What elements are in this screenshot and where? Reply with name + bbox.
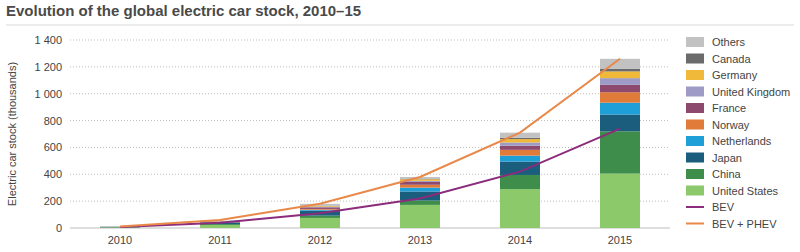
legend-label: France (712, 102, 746, 114)
legend-label: Japan (712, 152, 742, 164)
grid-line (70, 120, 670, 121)
bar-segment (600, 131, 640, 173)
bar-segment (400, 205, 440, 228)
y-tick-label: 600 (44, 141, 62, 153)
legend-label: United States (712, 185, 779, 197)
bar-segment (600, 59, 640, 69)
legend-label: China (712, 168, 742, 180)
grid-line (70, 66, 670, 67)
legend-label: BEV + PHEV (712, 218, 777, 230)
bar-segment (300, 216, 340, 218)
line (120, 129, 620, 227)
grid-line (70, 201, 670, 202)
bar-segment (400, 188, 440, 192)
line (120, 59, 620, 227)
legend-label: Canada (712, 53, 751, 65)
bar-segment (600, 103, 640, 115)
y-axis-label: Electric car stock (thousands) (6, 62, 18, 206)
grid-line (70, 40, 670, 41)
legend-label: Norway (712, 119, 750, 131)
x-tick-label: 2012 (308, 234, 332, 246)
grid-line (70, 228, 670, 229)
legend-swatch (686, 186, 704, 196)
legend-swatch (686, 120, 704, 130)
legend-label: United Kingdom (712, 86, 790, 98)
bar-segment (500, 162, 540, 175)
y-tick-label: 200 (44, 195, 62, 207)
bar-segment (200, 225, 240, 228)
y-axis-line (70, 40, 71, 228)
bar-segment (600, 85, 640, 92)
legend-swatch (686, 169, 704, 179)
title-rule (6, 25, 794, 26)
y-tick-label: 1 000 (34, 88, 62, 100)
bar-segment (400, 182, 440, 185)
legend-label: Germany (712, 69, 758, 81)
bar-segment (600, 78, 640, 85)
y-tick-label: 0 (56, 222, 62, 234)
y-tick-label: 400 (44, 168, 62, 180)
legend-label: BEV (712, 201, 735, 213)
legend-swatch (686, 87, 704, 97)
grid-line (70, 147, 670, 148)
bar-segment (300, 218, 340, 228)
y-tick-label: 800 (44, 115, 62, 127)
plot-area (100, 59, 640, 228)
bar-segment (600, 92, 640, 102)
x-tick-label: 2013 (408, 234, 432, 246)
y-tick-label: 1 200 (34, 61, 62, 73)
bar-segment (500, 175, 540, 189)
legend-swatch (686, 206, 704, 208)
x-tick-label: 2015 (608, 234, 632, 246)
bar-segment (500, 142, 540, 145)
bar-segment (600, 71, 640, 78)
legend-label: Netherlands (712, 135, 772, 147)
y-tick-label: 1 400 (34, 34, 62, 46)
bar-segment (500, 189, 540, 228)
legend-swatch (686, 223, 704, 225)
bar-segment (600, 174, 640, 228)
chart-svg: Evolution of the global electric car sto… (0, 0, 800, 252)
x-tick-label: 2014 (508, 234, 532, 246)
x-tick-label: 2010 (108, 234, 132, 246)
x-tick-label: 2011 (208, 234, 232, 246)
legend-swatch (686, 70, 704, 80)
bar-segment (400, 185, 440, 188)
grid-line (70, 174, 670, 175)
bar-segment (500, 150, 540, 156)
bar-segment (500, 146, 540, 150)
legend-swatch (686, 153, 704, 163)
bar-segment (300, 207, 340, 209)
legend-swatch (686, 54, 704, 64)
legend-swatch (686, 103, 704, 113)
legend-swatch (686, 37, 704, 47)
bar-segment (500, 156, 540, 162)
legend-label: Others (712, 36, 746, 48)
grid-line (70, 93, 670, 94)
legend-swatch (686, 136, 704, 146)
title: Evolution of the global electric car sto… (6, 2, 361, 19)
